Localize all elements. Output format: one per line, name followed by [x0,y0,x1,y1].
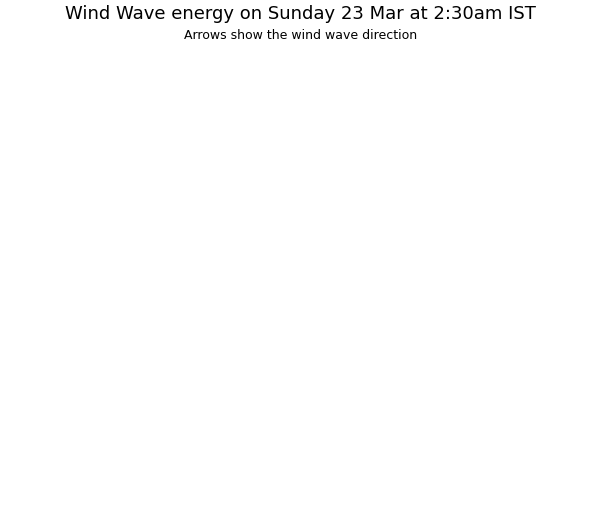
Text: Arrows show the wind wave direction: Arrows show the wind wave direction [184,29,417,41]
Text: Wind Wave energy on Sunday 23 Mar at 2:30am IST: Wind Wave energy on Sunday 23 Mar at 2:3… [65,6,536,24]
Text: (Map requires cartopy): (Map requires cartopy) [206,269,395,288]
